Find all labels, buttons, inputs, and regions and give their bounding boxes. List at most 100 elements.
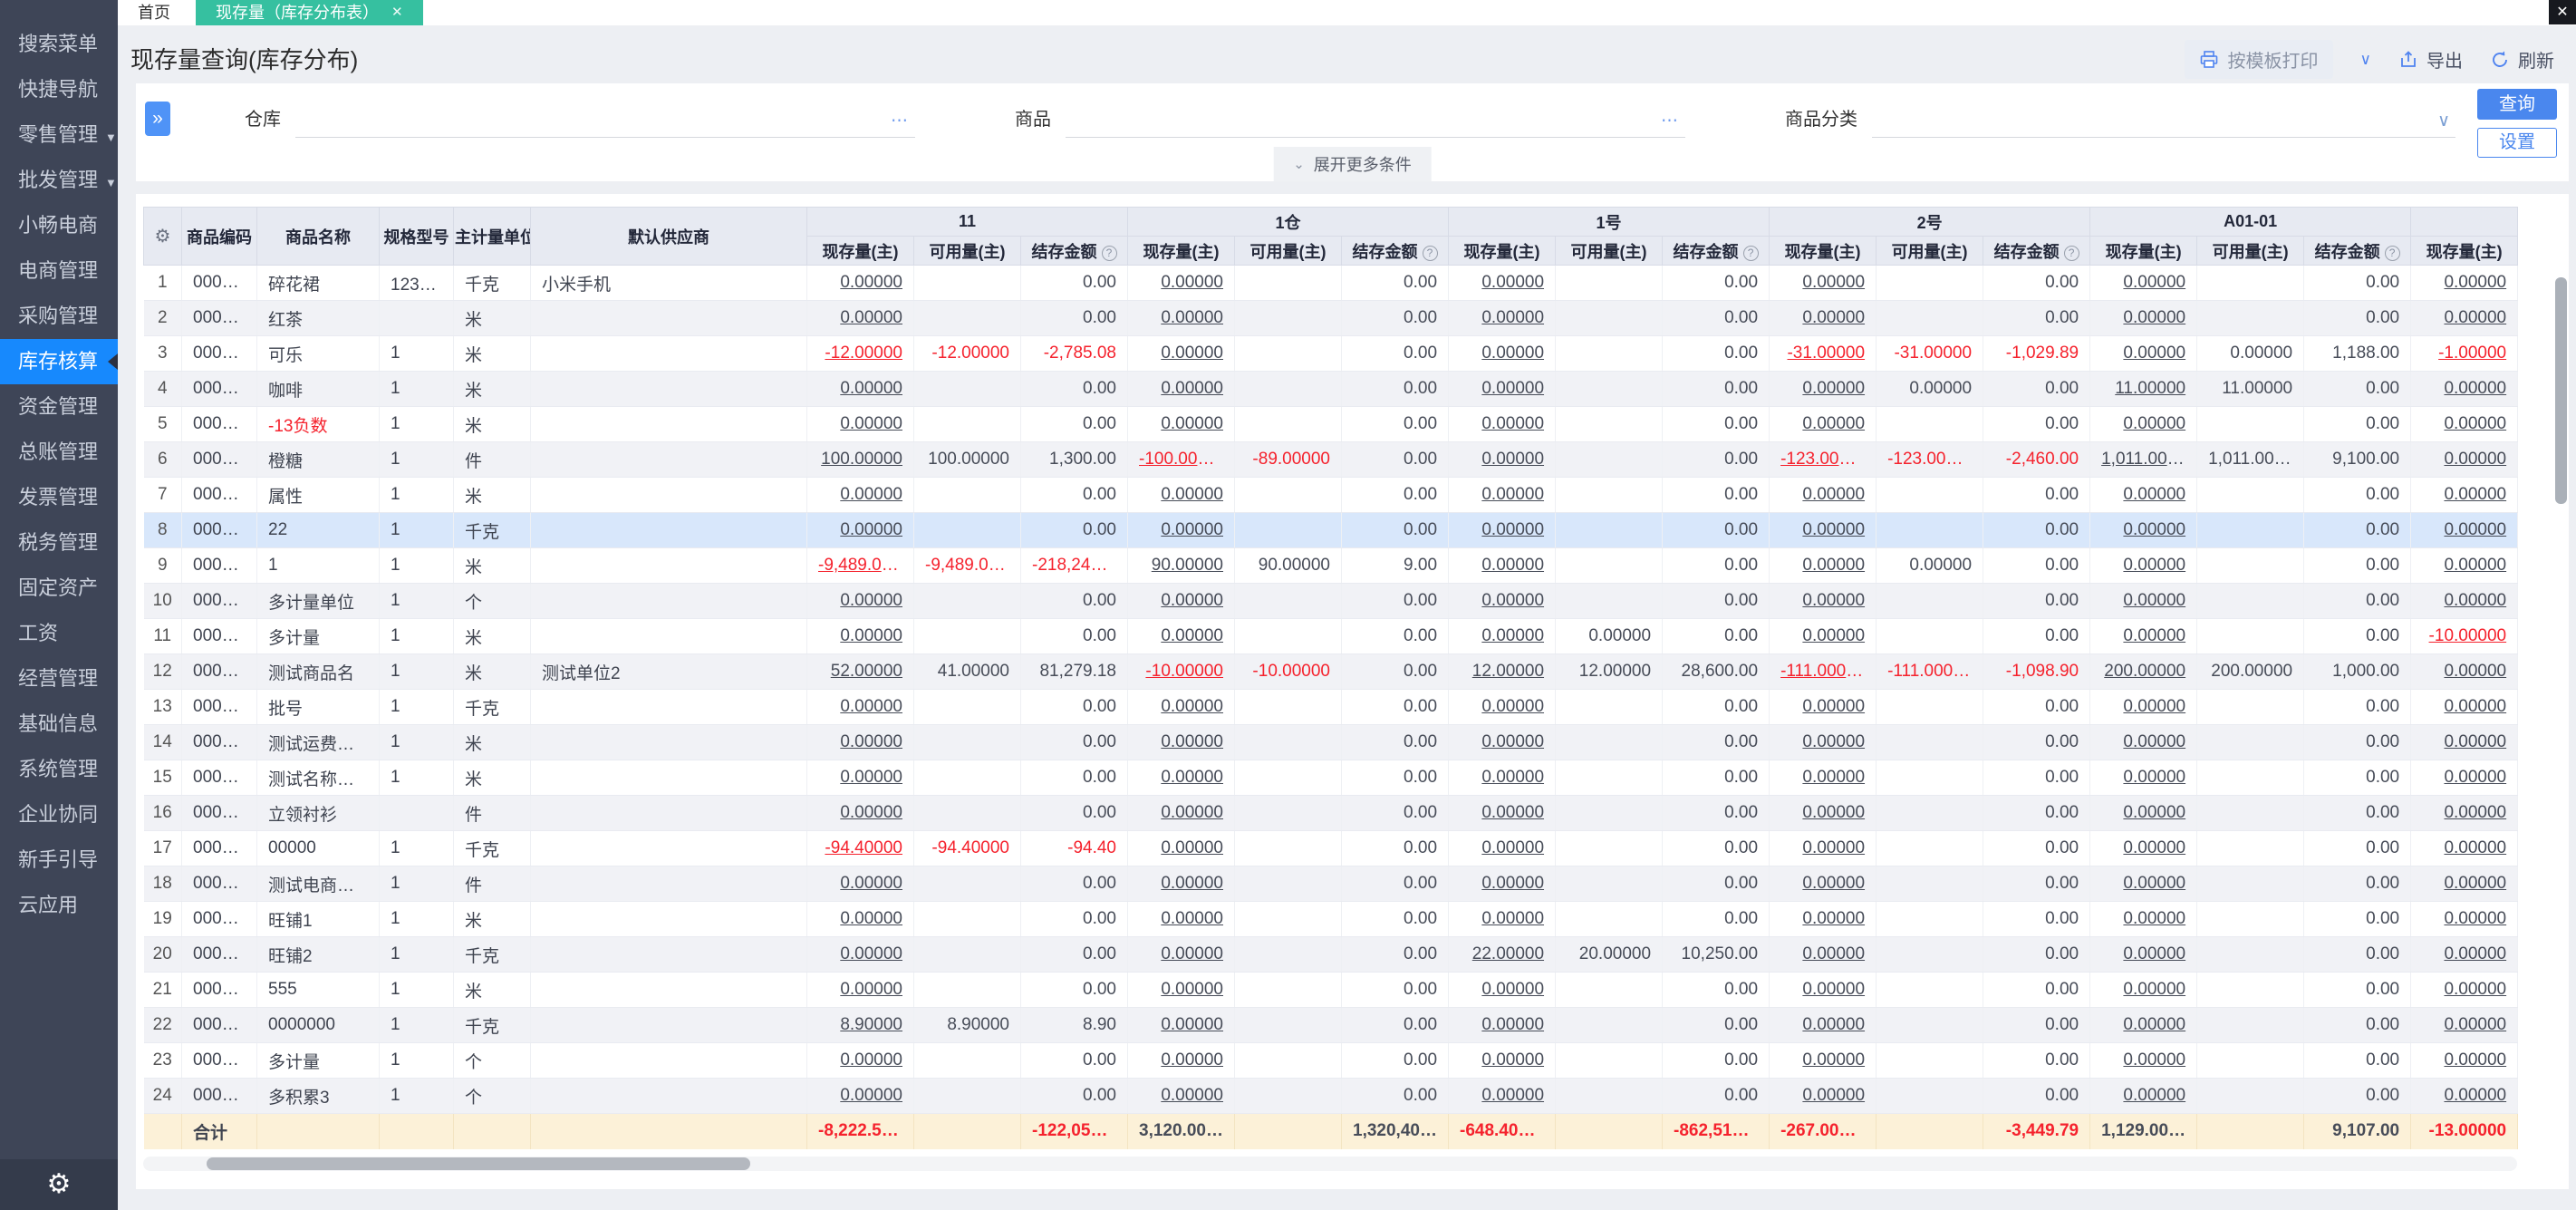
table-row[interactable]: 6 0000007 橙糖 1 件 100.00000 100.00000 1,300.00 -1… [143, 441, 2519, 478]
tab-close-icon[interactable]: ✕ [391, 5, 403, 20]
stock-qty-link[interactable]: 0.00000 [2089, 1042, 2198, 1079]
stock-qty-link[interactable]: 0.00000 [2089, 265, 2198, 301]
stock-qty-link[interactable]: -12.00000 [806, 335, 914, 372]
stock-qty-link[interactable]: 0.00000 [1127, 1007, 1235, 1043]
stock-qty-link[interactable]: 0.00000 [806, 371, 914, 407]
stock-qty-link[interactable]: 0.00000 [1769, 972, 1877, 1008]
stock-qty-link[interactable]: 0.00000 [1448, 300, 1557, 336]
stock-qty-link[interactable]: 0.00000 [1769, 618, 1877, 654]
stock-qty-link[interactable]: 0.00000 [2410, 265, 2519, 301]
stock-qty-link[interactable]: 0.00000 [1769, 724, 1877, 760]
vertical-scrollbar-thumb[interactable] [2555, 277, 2567, 504]
table-row[interactable]: 23 0000022 多计量 1 个 0.00000 0.00 0.00000 0.00 0.00… [143, 1042, 2519, 1079]
stock-qty-link[interactable]: 52.00000 [806, 653, 914, 690]
stock-qty-link[interactable]: -1.00000 [2410, 335, 2519, 372]
stock-qty-link[interactable]: 0.00000 [806, 512, 914, 548]
stock-qty-link[interactable]: 0.00000 [2089, 866, 2198, 902]
sidebar-item[interactable]: 小畅电商 [0, 203, 118, 248]
stock-qty-link[interactable]: 0.00000 [1769, 1007, 1877, 1043]
window-close-button[interactable]: ✕ [2549, 0, 2576, 24]
stock-qty-link[interactable]: 0.00000 [1448, 830, 1557, 866]
stock-qty-link[interactable]: 90.00000 [1127, 547, 1235, 584]
table-row[interactable]: 9 000001 1 1 米 -9,489.00000 -9,489.000... -218,… [143, 547, 2519, 584]
stock-qty-link[interactable]: 0.00000 [1127, 1042, 1235, 1079]
column-settings-gear-icon[interactable]: ⚙ [154, 227, 171, 247]
table-row[interactable]: 11000001051...多计量1米0.000000.000.000000.0… [143, 618, 2519, 654]
stock-qty-link[interactable]: 0.00000 [1127, 936, 1235, 973]
stock-qty-link[interactable]: 0.00000 [806, 1078, 914, 1114]
stock-qty-link[interactable]: 1,011.00000 [2089, 441, 2198, 478]
stock-qty-link[interactable]: 0.00000 [2410, 866, 2519, 902]
stock-qty-link[interactable]: 12.00000 [1448, 653, 1557, 690]
stock-qty-link[interactable]: 0.00000 [2089, 583, 2198, 619]
stock-qty-link[interactable]: 0.00000 [2089, 618, 2198, 654]
query-button[interactable]: 查询 [2477, 89, 2557, 120]
stock-qty-link[interactable]: 0.00000 [1127, 583, 1235, 619]
stock-qty-link[interactable]: 0.00000 [1127, 618, 1235, 654]
sidebar-item[interactable]: 库存核算 [0, 339, 118, 384]
filter-input[interactable]: ⋯ [295, 103, 915, 138]
stock-qty-link[interactable]: 0.00000 [1769, 371, 1877, 407]
sidebar-item[interactable]: 系统管理 [0, 747, 118, 792]
sidebar-item[interactable]: 固定资产 [0, 566, 118, 611]
stock-qty-link[interactable]: 0.00000 [2410, 724, 2519, 760]
stock-qty-link[interactable]: 0.00000 [1127, 972, 1235, 1008]
stock-qty-link[interactable]: 0.00000 [806, 936, 914, 973]
stock-qty-link[interactable]: 0.00000 [2410, 547, 2519, 584]
stock-qty-link[interactable]: 0.00000 [1769, 406, 1877, 442]
vertical-scrollbar[interactable] [2555, 270, 2567, 1140]
stock-qty-link[interactable]: 0.00000 [2410, 512, 2519, 548]
stock-qty-link[interactable]: 0.00000 [2410, 583, 2519, 619]
table-row[interactable]: 24 0000023 多积累3 1 个 0.00000 0.00 0.00000 0.00 0.0… [143, 1078, 2519, 1114]
sidebar-item[interactable]: 批发管理 ▼ [0, 158, 118, 203]
stock-qty-link[interactable]: 0.00000 [1769, 300, 1877, 336]
table-row[interactable]: 2 0000002 红茶米 0.00000 0.00 0.00000 0.00 0.00000… [143, 300, 2519, 336]
stock-qty-link[interactable]: 0.00000 [1769, 866, 1877, 902]
stock-qty-link[interactable]: 0.00000 [1448, 477, 1557, 513]
stock-qty-link[interactable]: 0.00000 [2089, 901, 2198, 937]
filter-input[interactable]: ∨ [1872, 103, 2455, 138]
sidebar-item[interactable]: 经营管理 [0, 656, 118, 702]
stock-qty-link[interactable]: 0.00000 [2089, 335, 2198, 372]
stock-qty-link[interactable]: 0.00000 [1769, 512, 1877, 548]
stock-qty-link[interactable]: 0.00000 [1127, 724, 1235, 760]
stock-qty-link[interactable]: -94.40000 [806, 830, 914, 866]
ellipsis-icon[interactable]: ⋯ [891, 111, 910, 131]
stock-qty-link[interactable]: 22.00000 [1448, 936, 1557, 973]
stock-qty-link[interactable]: 0.00000 [1769, 547, 1877, 584]
table-row[interactable]: 19 0000018 旺铺1 1 米 0.00000 0.00 0.00000 0.00 0.00… [143, 901, 2519, 937]
stock-qty-link[interactable]: 0.00000 [1769, 1078, 1877, 1114]
stock-qty-link[interactable]: 0.00000 [2089, 972, 2198, 1008]
stock-qty-link[interactable]: 0.00000 [806, 406, 914, 442]
sidebar-item[interactable]: 搜索菜单 [0, 22, 118, 67]
stock-qty-link[interactable]: 0.00000 [1127, 512, 1235, 548]
stock-qty-link[interactable]: 0.00000 [1127, 371, 1235, 407]
stock-qty-link[interactable]: 0.00000 [2410, 1078, 2519, 1114]
stock-qty-link[interactable]: 0.00000 [1127, 689, 1235, 725]
stock-qty-link[interactable]: 200.00000 [2089, 653, 2198, 690]
stock-qty-link[interactable]: 0.00000 [2089, 1007, 2198, 1043]
horizontal-scrollbar-thumb[interactable] [207, 1157, 750, 1170]
stock-qty-link[interactable]: 0.00000 [806, 689, 914, 725]
stock-qty-link[interactable]: 0.00000 [806, 795, 914, 831]
stock-qty-link[interactable]: 0.00000 [2089, 512, 2198, 548]
sidebar-item[interactable]: 工资 [0, 611, 118, 656]
tab-home[interactable]: 首页 [138, 4, 170, 22]
help-icon[interactable]: ? [1742, 245, 1759, 261]
stock-qty-link[interactable]: 8.90000 [806, 1007, 914, 1043]
stock-qty-link[interactable]: 0.00000 [2089, 300, 2198, 336]
table-row[interactable]: 17 0000016 00000 1 千克 -94.40000 -94.40000 -94.4… [143, 830, 2519, 866]
stock-qty-link[interactable]: 0.00000 [1769, 265, 1877, 301]
stock-qty-link[interactable]: 0.00000 [1127, 477, 1235, 513]
stock-qty-link[interactable]: -123.00000 [1769, 441, 1877, 478]
sidebar-item[interactable]: 电商管理 [0, 248, 118, 294]
stock-qty-link[interactable]: 0.00000 [1448, 371, 1557, 407]
sidebar-item[interactable]: 零售管理 ▼ [0, 112, 118, 158]
sidebar-item[interactable]: 税务管理 [0, 520, 118, 566]
stock-qty-link[interactable]: 0.00000 [806, 724, 914, 760]
tab-inventory-distribution[interactable]: 现存量（库存分布表） ✕ [196, 0, 423, 25]
print-by-template-button[interactable]: 按模板打印 [2184, 40, 2333, 79]
stock-qty-link[interactable]: 0.00000 [2410, 441, 2519, 478]
help-icon[interactable]: ? [2384, 245, 2400, 261]
stock-qty-link[interactable]: 0.00000 [1448, 1042, 1557, 1079]
